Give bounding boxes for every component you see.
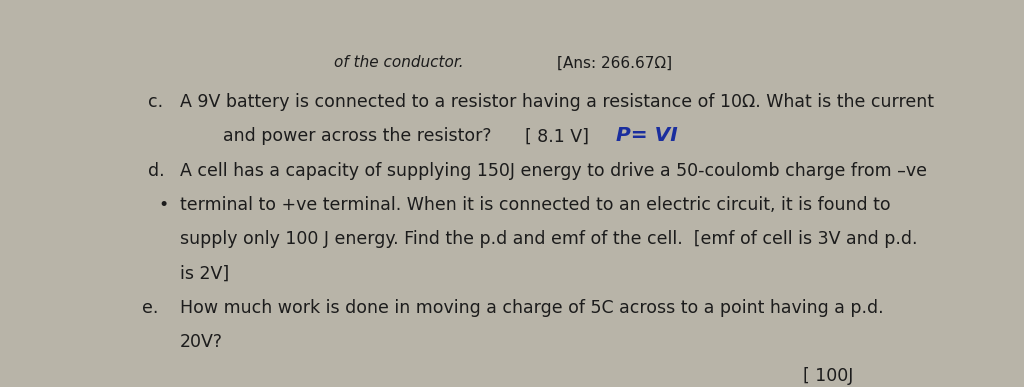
Text: terminal to +ve terminal. When it is connected to an electric circuit, it is fou: terminal to +ve terminal. When it is con… [179,196,890,214]
Text: c.: c. [147,93,163,111]
Text: How much work is done in moving a charge of 5C across to a point having a p.d.: How much work is done in moving a charge… [179,299,884,317]
Text: d.: d. [147,162,165,180]
Text: P= VI: P= VI [616,126,678,145]
Text: of the conductor.: of the conductor. [334,55,464,70]
Text: [ 8.1 V]: [ 8.1 V] [524,127,589,146]
Text: A 9V battery is connected to a resistor having a resistance of 10Ω. What is the : A 9V battery is connected to a resistor … [179,93,934,111]
Text: A cell has a capacity of supplying 150J energy to drive a 50-coulomb charge from: A cell has a capacity of supplying 150J … [179,162,927,180]
Text: supply only 100 J energy. Find the p.d and emf of the cell.  [emf of cell is 3V : supply only 100 J energy. Find the p.d a… [179,230,918,248]
Text: •: • [158,196,168,214]
Text: e.: e. [142,299,159,317]
Text: 20V?: 20V? [179,333,222,351]
Text: and power across the resistor?: and power across the resistor? [223,127,492,146]
Text: is 2V]: is 2V] [179,264,228,283]
Text: [ 100J: [ 100J [803,367,853,385]
Text: [Ans: 266.67Ω]: [Ans: 266.67Ω] [557,55,672,70]
